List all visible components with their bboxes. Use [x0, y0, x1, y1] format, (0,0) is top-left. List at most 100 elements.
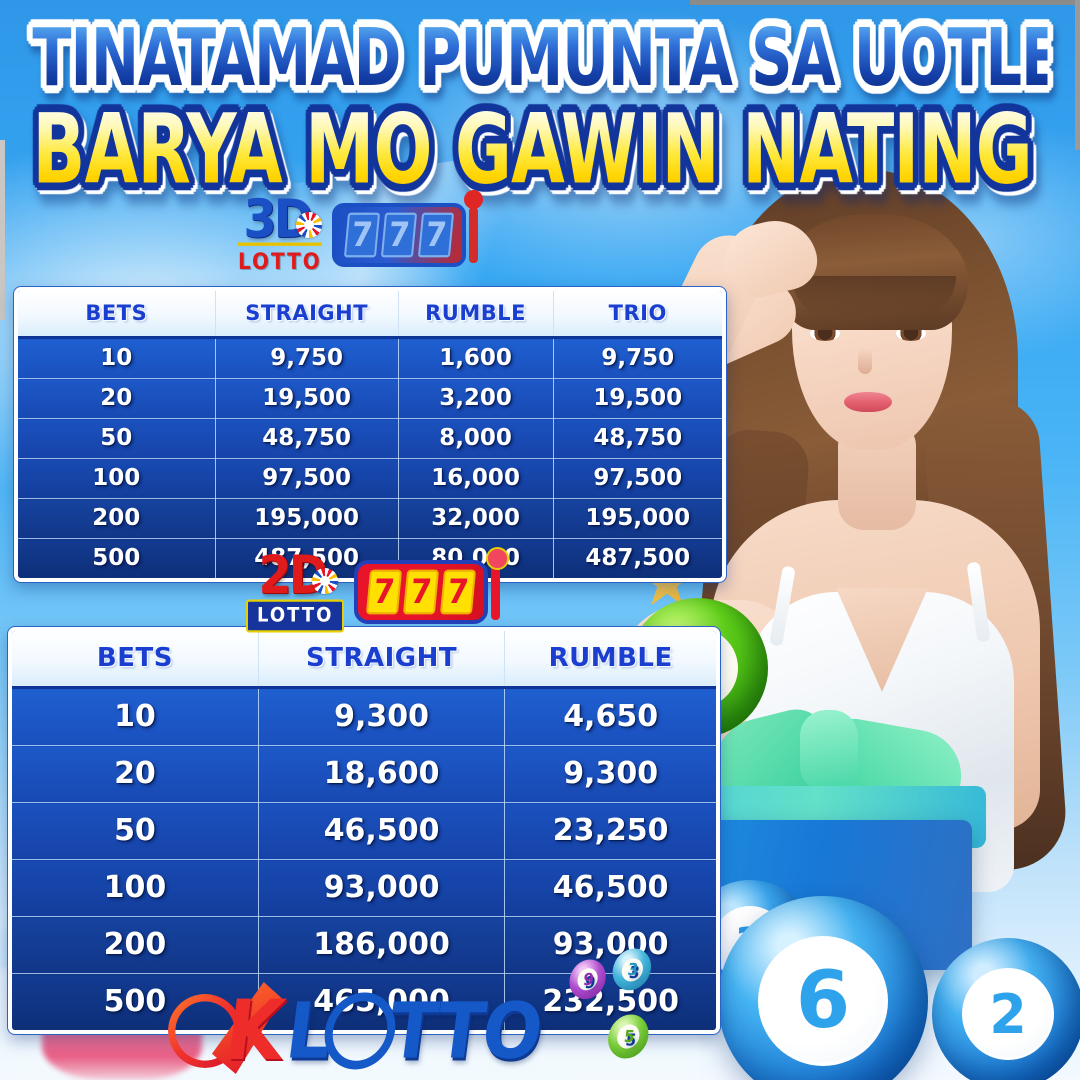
- column-header-straight: STRAIGHT: [215, 291, 399, 338]
- model-face: [792, 240, 952, 450]
- slot-reel: 7: [417, 212, 454, 257]
- brand-word: LOTTO: [238, 242, 322, 274]
- ok-lotto-wordmark: L TT O 9 3 5: [282, 948, 654, 1077]
- model-strap: [769, 565, 796, 647]
- headline-block: TINATAMAD PUMUNTA SA UOTLET? BARYA MO GA…: [0, 12, 1080, 198]
- lotto-letter-o: O: [477, 985, 547, 1077]
- brandmark-2d: 2D LOTTO: [246, 549, 345, 633]
- cell-trio: 48,750: [553, 418, 722, 459]
- table-row: 200 195,000 32,000 195,000: [18, 498, 722, 539]
- ball-number: 3: [712, 906, 788, 982]
- table-row: 50 48,750 8,000 48,750: [18, 418, 722, 459]
- model-lips: [844, 392, 892, 412]
- cell-straight: 48,750: [215, 418, 399, 459]
- logo-2d-lotto: 2D LOTTO 7 7 7: [246, 546, 510, 633]
- cell-rumble: 23,250: [504, 802, 716, 860]
- cell-bets: 100: [18, 458, 216, 499]
- cell-rumble: 232,500: [504, 973, 716, 1030]
- lotto-letters-tt: TT: [384, 985, 489, 1077]
- model-strap: [966, 561, 991, 643]
- cell-bets: 10: [18, 337, 216, 379]
- cell-trio: 97,500: [553, 458, 722, 499]
- slot-body: 7 7 7: [331, 202, 466, 267]
- cell-straight: 18,600: [258, 745, 506, 803]
- cell-rumble: 3,200: [398, 378, 554, 419]
- model-eye: [896, 326, 926, 341]
- cell-rumble: 16,000: [398, 458, 554, 499]
- cell-bets: 200: [12, 916, 259, 974]
- column-header-trio: TRIO: [553, 291, 722, 338]
- cell-straight: 195,000: [215, 498, 399, 539]
- model-torso: [710, 500, 1040, 830]
- slot-lever-icon: [486, 546, 510, 620]
- cell-bets: 20: [12, 745, 259, 803]
- model-hair: [708, 170, 1018, 690]
- logo-3d-lotto: 3D LOTTO 7 7 7: [238, 189, 483, 274]
- table-row: 20 19,500 3,200 19,500: [18, 378, 722, 419]
- paytable-2d-body: 10 9,300 4,650 20 18,600 9,300 50 46,500…: [12, 687, 716, 1030]
- cell-bets: 50: [12, 802, 259, 860]
- cell-rumble: 93,000: [504, 916, 716, 974]
- cell-bets: 100: [12, 859, 259, 917]
- ok-mark: K: [168, 982, 289, 1079]
- brandmark-3d: 3D LOTTO: [238, 193, 323, 274]
- table-row: 10 9,750 1,600 9,750: [18, 337, 722, 379]
- slot-reel: 7: [440, 569, 477, 614]
- table-row: 50 46,500 23,250: [12, 802, 716, 860]
- table-row: 100 93,000 46,500: [12, 859, 716, 917]
- paytable-3d-body: 10 9,750 1,600 9,750 20 19,500 3,200 19,…: [18, 337, 722, 578]
- model-eyebrow: [891, 310, 931, 321]
- slot-machine-icon: 7 7 7: [354, 546, 510, 624]
- table-row: 100 97,500 16,000 97,500: [18, 458, 722, 499]
- ball-number: 5: [616, 1024, 642, 1049]
- cell-rumble: 8,000: [398, 418, 554, 459]
- lottery-ball-6: 6: [718, 896, 928, 1080]
- cell-straight: 186,000: [258, 916, 506, 974]
- table-row: 200 186,000 93,000: [12, 916, 716, 974]
- brand-word: LOTTO: [246, 599, 345, 633]
- table-row: 10 9,300 4,650: [12, 687, 716, 746]
- column-header-rumble: RUMBLE: [504, 631, 716, 688]
- column-header-bets: BETS: [12, 631, 259, 688]
- headline-line-1: TINATAMAD PUMUNTA SA UOTLET?: [32, 12, 1080, 105]
- gift-bow-knot: [800, 710, 858, 792]
- model-hand: [716, 211, 824, 305]
- table-header-row: BETS STRAIGHT RUMBLE: [12, 631, 716, 688]
- model-eyebrow: [805, 310, 845, 321]
- lotto-pinwheel-icon: [328, 1000, 392, 1062]
- table-header-row: BETS STRAIGHT RUMBLE TRIO: [18, 291, 722, 338]
- column-header-bets: BETS: [18, 291, 216, 338]
- slot-reel: 7: [403, 569, 440, 614]
- ok-letter-k: K: [219, 982, 290, 1079]
- cell-bets: 10: [12, 687, 259, 746]
- paytable-3d-table: BETS STRAIGHT RUMBLE TRIO 10 9,750 1,600…: [18, 291, 722, 578]
- model-eye: [810, 326, 840, 341]
- slot-reel: 7: [380, 212, 417, 257]
- paytable-2d-table: BETS STRAIGHT RUMBLE 10 9,300 4,650 20 1…: [12, 631, 716, 1030]
- logo-ok-lotto[interactable]: K L TT O 9 3 5: [168, 948, 654, 1079]
- slot-reel: 7: [343, 212, 380, 257]
- cell-straight: 19,500: [215, 378, 399, 419]
- cell-rumble: 46,500: [504, 859, 716, 917]
- lottery-ball-2: 2: [932, 938, 1080, 1080]
- model-neckline: [836, 588, 928, 692]
- gift-bow: [702, 702, 842, 826]
- slot-reel: 7: [366, 569, 403, 614]
- brand-top-row: 3D: [243, 193, 323, 246]
- cell-bets: 500: [18, 538, 216, 578]
- cell-straight: 9,300: [258, 687, 506, 746]
- cell-trio: 19,500: [553, 378, 722, 419]
- ball-number: 6: [758, 936, 888, 1066]
- cell-straight: 9,750: [215, 337, 399, 379]
- paytable-2d-head: BETS STRAIGHT RUMBLE: [12, 631, 716, 688]
- column-header-rumble: RUMBLE: [398, 291, 554, 338]
- lotto-pinwheel-icon: [311, 567, 338, 594]
- model-hair-strand: [921, 396, 1070, 874]
- cell-straight: 93,000: [258, 859, 506, 917]
- model-nose: [858, 348, 872, 374]
- cell-trio: 487,500: [553, 538, 722, 578]
- gift-bow: [817, 714, 969, 824]
- ball-number: 2: [962, 968, 1054, 1060]
- brand-top-row: 2D: [258, 549, 338, 602]
- cell-rumble: 4,650: [504, 687, 716, 746]
